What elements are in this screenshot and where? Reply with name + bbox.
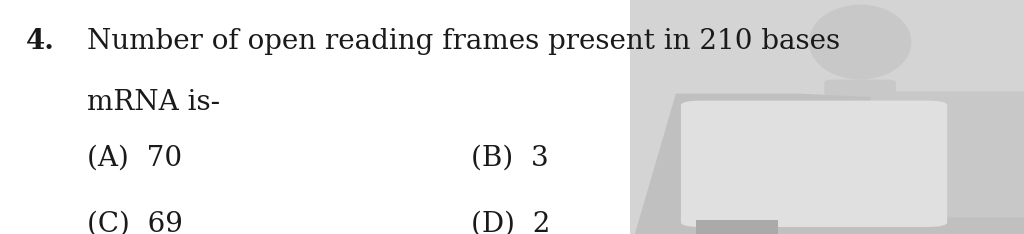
Text: (B)  3: (B) 3 xyxy=(471,145,549,172)
Text: (D)  2: (D) 2 xyxy=(471,211,551,234)
FancyBboxPatch shape xyxy=(701,98,968,234)
FancyBboxPatch shape xyxy=(681,101,947,227)
Text: (A)  70: (A) 70 xyxy=(87,145,182,172)
Text: Number of open reading frames present in 210 bases: Number of open reading frames present in… xyxy=(87,28,840,55)
Text: 4.: 4. xyxy=(26,28,54,55)
FancyBboxPatch shape xyxy=(696,220,778,234)
Text: mRNA is-: mRNA is- xyxy=(87,89,220,116)
FancyBboxPatch shape xyxy=(630,0,1024,234)
Text: (C)  69: (C) 69 xyxy=(87,211,183,234)
FancyBboxPatch shape xyxy=(824,80,896,119)
FancyBboxPatch shape xyxy=(870,91,1024,218)
Polygon shape xyxy=(635,94,1024,234)
Ellipse shape xyxy=(809,5,911,80)
